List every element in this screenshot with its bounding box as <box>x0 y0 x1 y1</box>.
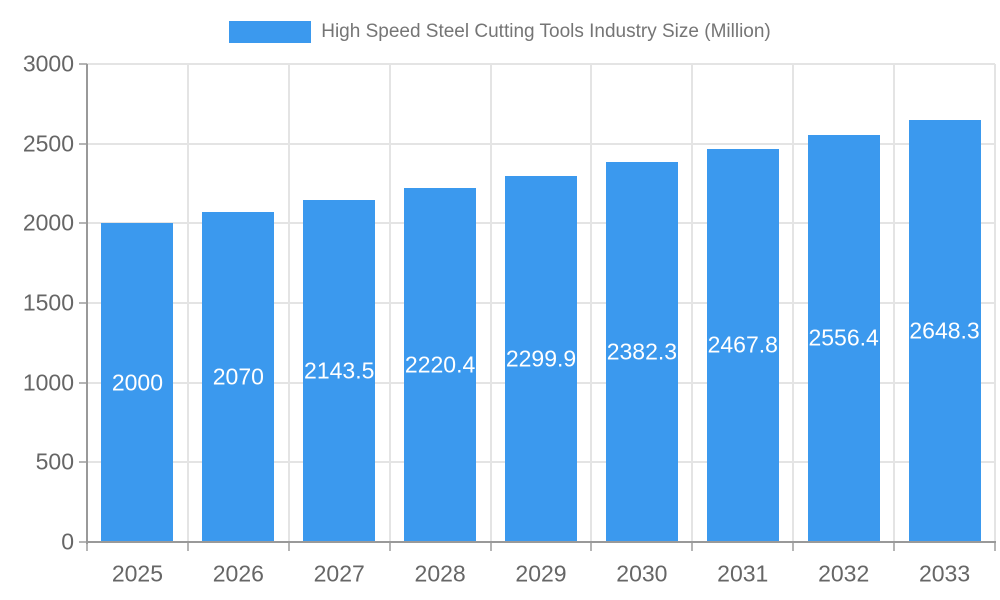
bar-value-label: 2143.5 <box>304 357 375 384</box>
x-gridline <box>792 64 795 542</box>
x-axis-tick-label: 2033 <box>918 560 971 587</box>
y-gridline <box>87 63 995 65</box>
x-axis-tick-label: 2029 <box>515 560 567 587</box>
bar-value-label: 2467.8 <box>707 331 778 358</box>
x-gridline <box>893 64 896 542</box>
bar[interactable] <box>908 120 981 541</box>
x-axis-tick-mark <box>994 542 996 551</box>
x-axis-tick-mark <box>893 542 896 551</box>
y-axis-tick-label: 0 <box>61 528 74 555</box>
x-axis-tick-mark <box>489 542 492 551</box>
x-gridline <box>287 64 290 542</box>
x-axis-tick-mark <box>86 542 88 551</box>
y-axis-tick-mark <box>79 63 87 65</box>
x-gridline <box>186 64 189 542</box>
chart-legend[interactable]: High Speed Steel Cutting Tools Industry … <box>0 18 1000 46</box>
y-axis-tick-label: 1000 <box>22 369 74 396</box>
y-axis-tick-label: 3000 <box>22 50 74 77</box>
y-axis-tick-mark <box>79 302 87 304</box>
bar-value-label: 2070 <box>212 363 264 390</box>
bar[interactable] <box>807 134 880 541</box>
y-axis-tick-label: 500 <box>35 448 74 475</box>
x-axis-line <box>86 541 996 543</box>
y-axis-line <box>86 64 88 544</box>
bar-value-label: 2220.4 <box>404 351 476 378</box>
bar-value-label: 2556.4 <box>808 324 879 351</box>
y-axis-tick-mark <box>79 222 87 225</box>
x-axis-tick-mark <box>792 542 795 551</box>
bar[interactable] <box>605 162 678 541</box>
x-axis-tick-mark <box>691 542 694 551</box>
bar[interactable] <box>706 148 779 541</box>
x-axis-tick-mark <box>186 542 189 551</box>
x-axis-tick-label: 2031 <box>717 560 769 587</box>
x-axis-tick-label: 2030 <box>616 560 668 587</box>
bar[interactable] <box>101 223 174 541</box>
bar[interactable] <box>303 200 376 541</box>
bar-value-label: 2000 <box>111 369 164 396</box>
x-gridline <box>489 64 492 542</box>
x-gridline <box>691 64 694 542</box>
x-gridline <box>388 64 391 542</box>
x-axis-tick-label: 2028 <box>414 560 466 587</box>
bar-value-label: 2299.9 <box>505 345 577 372</box>
x-axis-tick-label: 2026 <box>212 560 264 587</box>
y-axis-tick-label: 1500 <box>22 289 74 316</box>
x-axis-tick-mark <box>388 542 391 551</box>
legend-swatch <box>229 21 312 43</box>
y-axis-tick-mark <box>79 381 87 384</box>
bar[interactable] <box>404 188 477 541</box>
x-gridline <box>994 64 996 542</box>
y-axis-tick-label: 2500 <box>22 130 74 157</box>
bar[interactable] <box>202 212 275 541</box>
y-axis-tick-mark <box>79 541 87 543</box>
x-axis-tick-label: 2032 <box>818 560 870 587</box>
x-axis-tick-mark <box>590 542 593 551</box>
y-axis-tick-mark <box>79 142 87 145</box>
bar-value-label: 2382.3 <box>606 338 678 365</box>
legend-label: High Speed Steel Cutting Tools Industry … <box>321 21 771 42</box>
x-axis-tick-label: 2027 <box>313 560 365 587</box>
x-axis-tick-mark <box>287 542 290 551</box>
bar-value-label: 2648.3 <box>909 317 980 344</box>
bar[interactable] <box>505 175 577 541</box>
y-gridline <box>87 142 995 145</box>
y-axis-tick-label: 2000 <box>22 209 74 236</box>
x-axis-tick-label: 2025 <box>111 560 164 587</box>
x-gridline <box>590 64 593 542</box>
y-axis-tick-mark <box>79 461 87 464</box>
